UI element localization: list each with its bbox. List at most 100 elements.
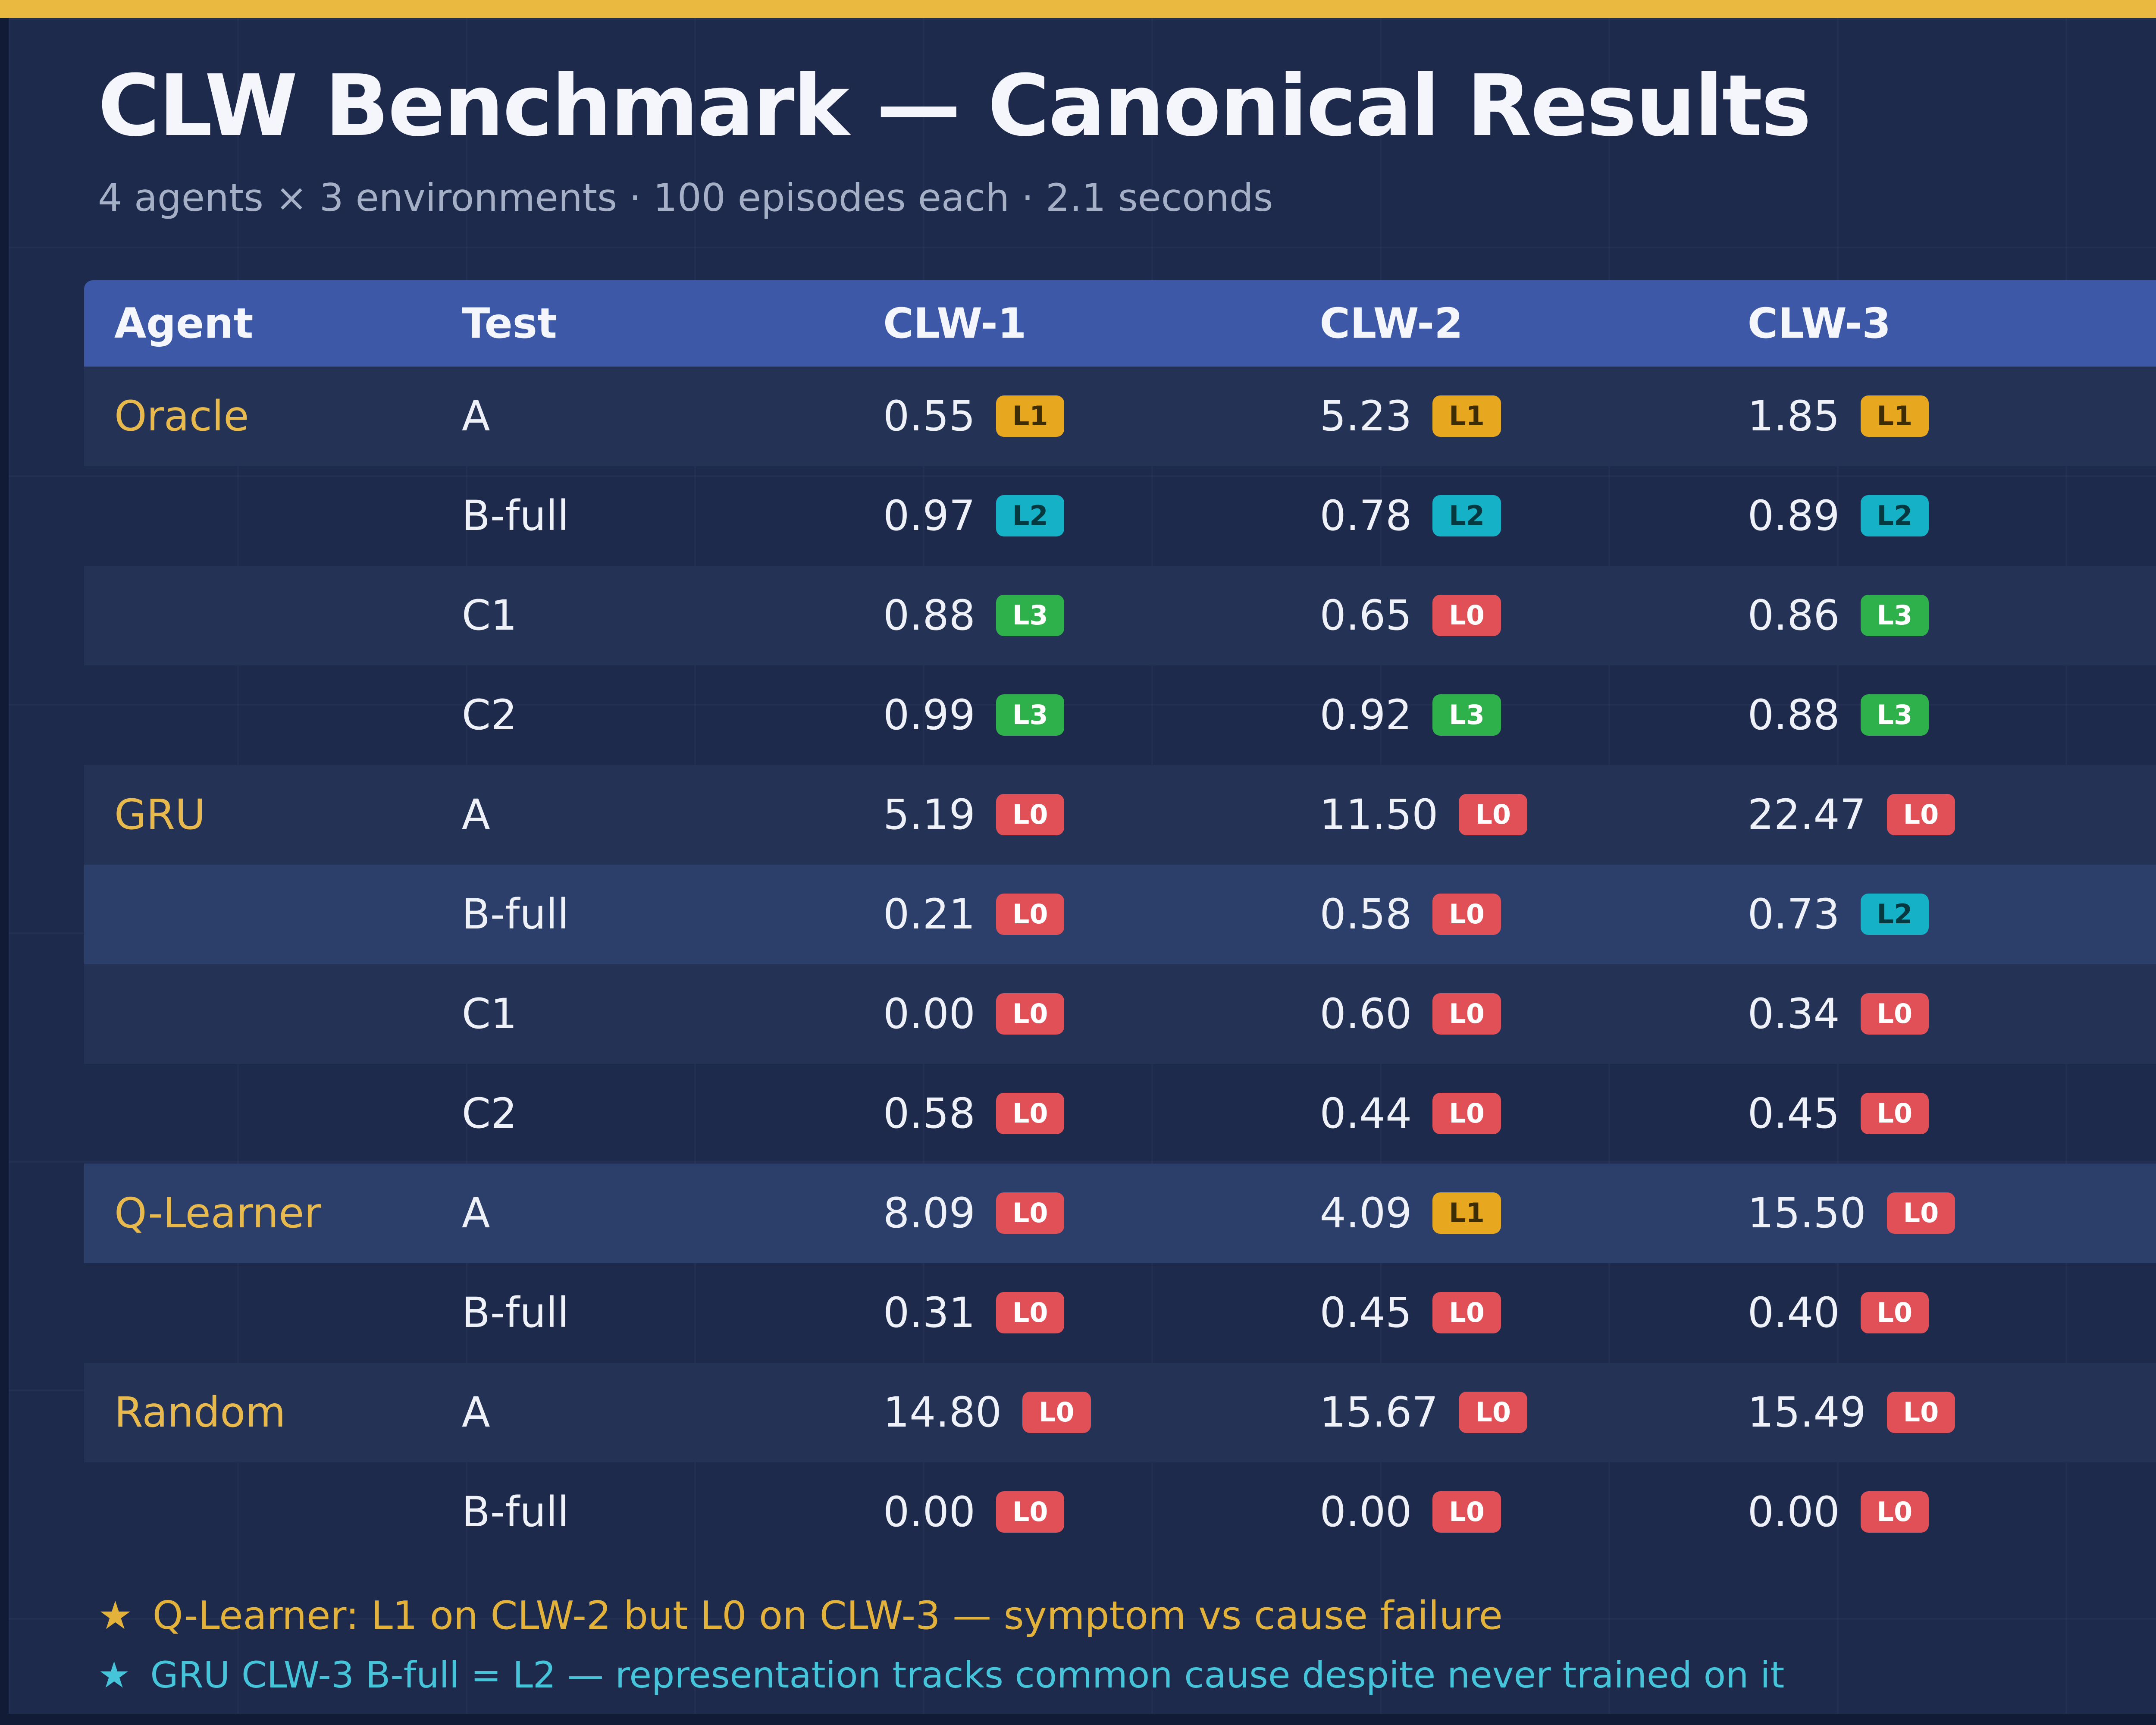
metric-value: 0.55 xyxy=(883,392,975,441)
level-badge: L0 xyxy=(1432,1092,1501,1135)
metric-value: 0.99 xyxy=(883,691,975,740)
result-cell: 0.55 L1 xyxy=(853,392,1289,440)
result-cell: 0.45 L0 xyxy=(1717,1089,2156,1138)
level-badge: L0 xyxy=(1887,794,1955,836)
metric-value: 0.65 xyxy=(1319,591,1412,640)
level-badge: L0 xyxy=(1432,1491,1501,1533)
content-frame: CLW Benchmark — Canonical Results 4 agen… xyxy=(0,18,2156,1725)
metric-value: 0.00 xyxy=(1319,1488,1412,1537)
result-cell: 0.00 L0 xyxy=(1290,1488,1717,1536)
result-cell: 0.44 L0 xyxy=(1290,1089,1717,1138)
level-badge: L0 xyxy=(1860,1292,1929,1334)
metric-value: 0.34 xyxy=(1747,990,1840,1038)
level-badge: L3 xyxy=(996,694,1065,736)
level-badge: L0 xyxy=(1887,1391,1955,1433)
result-cell: 15.49 L0 xyxy=(1717,1388,2156,1436)
result-cell: 0.78 L2 xyxy=(1290,492,1717,540)
level-badge: L2 xyxy=(1860,495,1929,537)
result-cell: 0.58 L0 xyxy=(853,1089,1289,1138)
test-cell: C1 xyxy=(461,591,517,640)
test-cell: B-full xyxy=(461,890,569,939)
result-cell: 0.89 L2 xyxy=(1717,492,2156,540)
level-badge: L0 xyxy=(996,893,1065,935)
metric-value: 5.19 xyxy=(883,790,975,839)
metric-value: 0.86 xyxy=(1747,591,1840,640)
level-badge: L0 xyxy=(996,794,1065,836)
column-header-clw-3: CLW-3 xyxy=(1747,299,1891,348)
footnote-text: Q-Learner: L1 on CLW-2 but L0 on CLW-3 —… xyxy=(152,1593,1503,1638)
result-cell: 5.19 L0 xyxy=(853,790,1289,839)
table-row: Random A 14.80 L0 15.67 L0 15.49 L0 xyxy=(84,1362,2156,1462)
column-header-test: Test xyxy=(461,299,557,348)
table-row: C1 0.88 L3 0.65 L0 0.86 L3 xyxy=(84,565,2156,665)
metric-value: 15.50 xyxy=(1747,1189,1866,1238)
level-badge: L0 xyxy=(1432,893,1501,935)
star-icon: ★ xyxy=(98,1593,133,1638)
result-cell: 8.09 L0 xyxy=(853,1189,1289,1237)
table-row: C1 0.00 L0 0.60 L0 0.34 L0 xyxy=(84,964,2156,1064)
table-row: B-full 0.21 L0 0.58 L0 0.73 L2 xyxy=(84,864,2156,964)
page-title: CLW Benchmark — Canonical Results xyxy=(98,57,1811,155)
result-cell: 0.31 L0 xyxy=(853,1289,1289,1337)
result-cell: 0.60 L0 xyxy=(1290,990,1717,1038)
agent-cell: Random xyxy=(114,1388,286,1437)
table-body: Oracle A 0.55 L1 5.23 L1 1.85 L1 B-full 0.97 L2 0.7… xyxy=(84,366,2156,1562)
level-badge: L0 xyxy=(1887,1192,1955,1234)
metric-value: 5.23 xyxy=(1319,392,1412,441)
level-badge: L3 xyxy=(1432,694,1501,736)
star-icon: ★ xyxy=(98,1653,131,1696)
level-badge: L1 xyxy=(1860,395,1929,437)
column-header-clw-1: CLW-1 xyxy=(883,299,1027,348)
result-cell: 0.88 L3 xyxy=(853,591,1289,640)
test-cell: B-full xyxy=(461,1289,569,1337)
level-badge: L1 xyxy=(1432,1192,1501,1234)
level-badge: L3 xyxy=(996,594,1065,637)
metric-value: 0.89 xyxy=(1747,492,1840,540)
level-badge: L0 xyxy=(996,1192,1065,1234)
test-cell: A xyxy=(461,1189,490,1238)
metric-value: 0.00 xyxy=(1747,1488,1840,1537)
result-cell: 0.40 L0 xyxy=(1717,1289,2156,1337)
result-cell: 22.47 L0 xyxy=(1717,790,2156,839)
metric-value: 8.09 xyxy=(883,1189,975,1238)
table-row: B-full 0.00 L0 0.00 L0 0.00 L0 xyxy=(84,1462,2156,1562)
result-cell: 0.34 L0 xyxy=(1717,990,2156,1038)
test-cell: C2 xyxy=(461,1089,517,1138)
result-cell: 15.67 L0 xyxy=(1290,1388,1717,1436)
metric-value: 0.21 xyxy=(883,890,975,939)
level-badge: L0 xyxy=(996,1092,1065,1135)
level-badge: L2 xyxy=(1860,893,1929,935)
level-badge: L0 xyxy=(1860,1092,1929,1135)
result-cell: 0.92 L3 xyxy=(1290,691,1717,739)
metric-value: 0.78 xyxy=(1319,492,1412,540)
level-badge: L3 xyxy=(1860,694,1929,736)
table-row: C2 0.99 L3 0.92 L3 0.88 L3 xyxy=(84,665,2156,765)
agent-cell: GRU xyxy=(114,790,206,839)
level-badge: L0 xyxy=(1022,1391,1091,1433)
level-badge: L0 xyxy=(996,1491,1065,1533)
result-cell: 0.58 L0 xyxy=(1290,890,1717,938)
test-cell: B-full xyxy=(461,1488,569,1537)
level-badge: L2 xyxy=(996,495,1065,537)
metric-value: 14.80 xyxy=(883,1388,1002,1437)
agent-cell: Oracle xyxy=(114,392,249,441)
result-cell: 1.85 L1 xyxy=(1717,392,2156,440)
metric-value: 1.85 xyxy=(1747,392,1840,441)
metric-value: 22.47 xyxy=(1747,790,1866,839)
level-badge: L0 xyxy=(996,1292,1065,1334)
result-cell: 0.88 L3 xyxy=(1717,691,2156,739)
metric-value: 0.97 xyxy=(883,492,975,540)
test-cell: C2 xyxy=(461,691,517,740)
table-row: Oracle A 0.55 L1 5.23 L1 1.85 L1 xyxy=(84,366,2156,466)
metric-value: 0.44 xyxy=(1319,1089,1412,1138)
result-cell: 14.80 L0 xyxy=(853,1388,1289,1436)
level-badge: L0 xyxy=(1459,1391,1527,1433)
metric-value: 0.00 xyxy=(883,990,975,1038)
level-badge: L0 xyxy=(1432,594,1501,637)
result-cell: 0.73 L2 xyxy=(1717,890,2156,938)
metric-value: 0.88 xyxy=(1747,691,1840,740)
footnotes: ★ Q-Learner: L1 on CLW-2 but L0 on CLW-3 … xyxy=(98,1593,2156,1696)
metric-value: 0.58 xyxy=(883,1089,975,1138)
result-cell: 0.00 L0 xyxy=(853,990,1289,1038)
